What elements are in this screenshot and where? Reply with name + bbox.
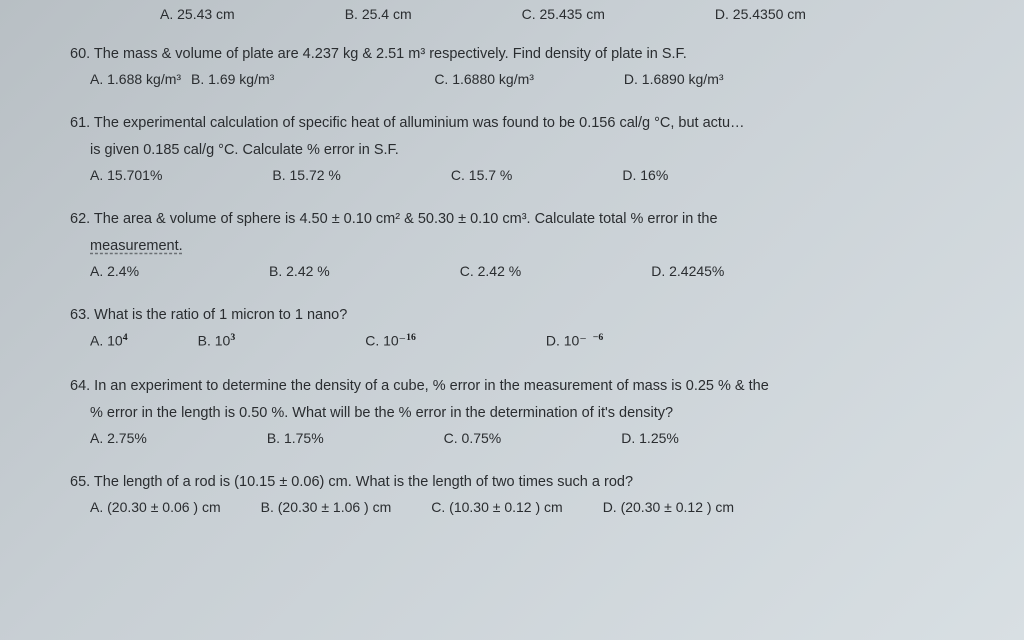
opt-d: D. 10⁻ −6 <box>546 332 603 350</box>
worksheet-page: A. 25.43 cm B. 25.4 cm C. 25.435 cm D. 2… <box>70 0 984 515</box>
handwritten-exp: −6 <box>593 332 603 343</box>
opt-d: D. 1.6890 kg/m³ <box>624 71 724 87</box>
opt-c: C. 10⁻16 <box>365 332 416 350</box>
opt-c: C. 15.7 % <box>451 167 512 183</box>
opt-b: B. 15.72 % <box>272 167 341 183</box>
opt-b-base: B. 10 <box>198 333 231 349</box>
opt-b: B. 25.4 cm <box>345 6 412 22</box>
opt-c: C. 1.6880 kg/m³ <box>434 71 534 87</box>
question-options: A. 104 B. 103 C. 10⁻16 D. 10⁻ −6 <box>90 332 984 350</box>
question-text: 63. What is the ratio of 1 micron to 1 n… <box>70 305 984 326</box>
question-text-line2: % error in the length is 0.50 %. What wi… <box>90 403 984 424</box>
handwritten-exp: 3 <box>230 332 235 343</box>
opt-d: D. (20.30 ± 0.12 ) cm <box>603 499 734 515</box>
handwritten-exp: 16 <box>406 332 416 343</box>
opt-a: A. 1.688 kg/m³ <box>90 71 181 87</box>
question-text-line1: 64. In an experiment to determine the de… <box>70 376 984 397</box>
question-options: A. 2.75% B. 1.75% C. 0.75% D. 1.25% <box>90 430 984 446</box>
opt-b: B. (20.30 ± 1.06 ) cm <box>261 499 392 515</box>
opt-c: C. (10.30 ± 0.12 ) cm <box>431 499 562 515</box>
opt-d: D. 2.4245% <box>651 263 724 279</box>
question-65: 65. The length of a rod is (10.15 ± 0.06… <box>70 472 984 515</box>
opt-c: C. 0.75% <box>444 430 502 446</box>
question-63: 63. What is the ratio of 1 micron to 1 n… <box>70 305 984 350</box>
question-options: A. 2.4% B. 2.42 % C. 2.42 % D. 2.4245% <box>90 263 984 279</box>
opt-d: D. 25.4350 cm <box>715 6 806 22</box>
question-text-line2: is given 0.185 cal/g °C. Calculate % err… <box>90 140 984 161</box>
question-options: A. (20.30 ± 0.06 ) cm B. (20.30 ± 1.06 )… <box>90 499 984 515</box>
opt-a: A. 2.4% <box>90 263 139 279</box>
question-text-line1: 62. The area & volume of sphere is 4.50 … <box>70 209 984 230</box>
question-text: 60. The mass & volume of plate are 4.237… <box>70 44 984 65</box>
question-62: 62. The area & volume of sphere is 4.50 … <box>70 209 984 279</box>
opt-b: B. 2.42 % <box>269 263 330 279</box>
question-text: 65. The length of a rod is (10.15 ± 0.06… <box>70 472 984 493</box>
opt-a: A. (20.30 ± 0.06 ) cm <box>90 499 221 515</box>
prev-question-options: A. 25.43 cm B. 25.4 cm C. 25.435 cm D. 2… <box>160 6 984 22</box>
opt-d: D. 1.25% <box>621 430 679 446</box>
opt-a: A. 15.701% <box>90 167 162 183</box>
opt-d-base: D. 10⁻ <box>546 333 587 349</box>
opt-a: A. 104 <box>90 332 128 350</box>
question-options: A. 1.688 kg/m³ B. 1.69 kg/m³ C. 1.6880 k… <box>90 71 984 87</box>
opt-b: B. 103 <box>198 332 236 350</box>
question-60: 60. The mass & volume of plate are 4.237… <box>70 44 984 87</box>
question-text-line1: 61. The experimental calculation of spec… <box>70 113 984 134</box>
opt-a: A. 2.75% <box>90 430 147 446</box>
question-text-line2: measurement. <box>90 236 183 257</box>
question-options: A. 15.701% B. 15.72 % C. 15.7 % D. 16% <box>90 167 984 183</box>
question-61: 61. The experimental calculation of spec… <box>70 113 984 183</box>
question-64: 64. In an experiment to determine the de… <box>70 376 984 446</box>
opt-d: D. 16% <box>622 167 668 183</box>
opt-b: B. 1.69 kg/m³ <box>191 71 274 87</box>
opt-a: A. 25.43 cm <box>160 6 235 22</box>
opt-b: B. 1.75% <box>267 430 324 446</box>
opt-c: C. 25.435 cm <box>522 6 605 22</box>
opt-c: C. 2.42 % <box>460 263 521 279</box>
opt-c-base: C. 10⁻ <box>365 333 406 349</box>
handwritten-exp: 4 <box>123 332 128 343</box>
opt-a-base: A. 10 <box>90 333 123 349</box>
